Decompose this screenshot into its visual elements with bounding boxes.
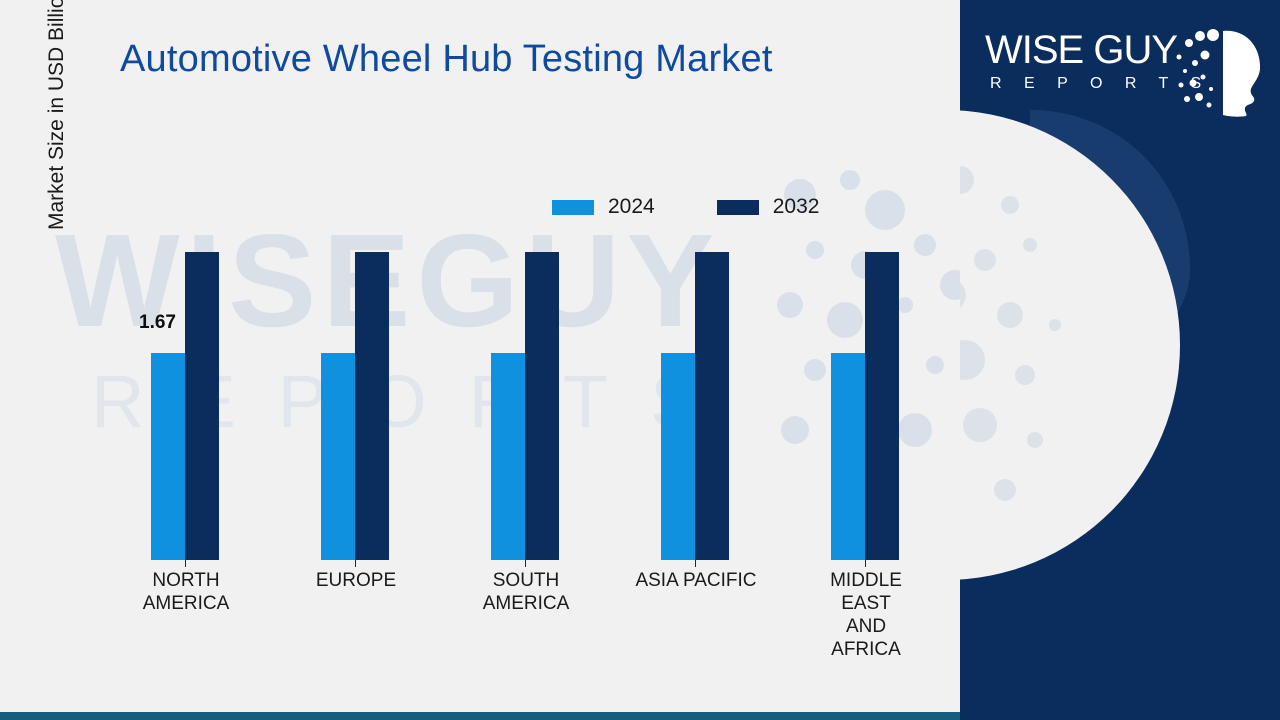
category-label-south-america: SOUTH AMERICA	[482, 570, 570, 614]
brand-logo: WISE GUY R E P O R T S	[985, 28, 1265, 117]
bars-north-america	[151, 240, 221, 567]
y-axis-label: Market Size in USD Billion	[45, 0, 68, 230]
legend-item-2024[interactable]: 2024	[552, 195, 655, 219]
bar-europe-2024[interactable]	[321, 353, 355, 560]
bar-north-america-2032[interactable]	[185, 252, 219, 560]
axis-tick	[525, 560, 526, 567]
logo-wordmark: WISE GUY	[985, 28, 1178, 72]
bar-group-europe: EUROPE	[316, 240, 396, 591]
legend-swatch-2024	[552, 199, 594, 215]
category-label-asia-pacific: ASIA PACIFIC	[635, 570, 757, 591]
bar-south-america-2032[interactable]	[525, 252, 559, 560]
bottom-accent-strip	[0, 712, 960, 720]
bar-group-asia-pacific: ASIA PACIFIC	[635, 240, 757, 591]
bar-europe-2032[interactable]	[355, 252, 389, 560]
chart-title: Automotive Wheel Hub Testing Market	[120, 38, 773, 80]
legend-item-2032[interactable]: 2032	[716, 195, 820, 219]
legend-label-2024: 2024	[608, 195, 655, 218]
bar-middle-east-and-africa-2032[interactable]	[865, 252, 899, 560]
bar-group-south-america: SOUTH AMERICA	[483, 240, 569, 614]
legend-label-2032: 2032	[772, 195, 820, 218]
logo-head-dots-icon	[1176, 29, 1261, 117]
bar-north-america-2024[interactable]	[151, 353, 185, 560]
axis-tick	[355, 560, 356, 567]
category-label-europe: EUROPE	[315, 570, 397, 591]
axis-tick	[185, 560, 186, 567]
bars-europe	[321, 240, 391, 567]
logo-subtitle: R E P O R T S	[990, 75, 1211, 92]
bars-middle-east-and-africa	[831, 240, 901, 567]
category-label-middle-east-and-africa: MIDDLE EAST AND AFRICA	[830, 570, 902, 660]
bars-south-america	[491, 240, 561, 567]
brand-panel	[960, 0, 1280, 720]
value-label-north-america-2024: 1.67	[139, 312, 176, 333]
category-label-north-america: NORTH AMERICA	[142, 570, 230, 614]
bar-group-middle-east-and-africa: MIDDLE EAST AND AFRICA	[830, 240, 902, 660]
bar-asia-pacific-2032[interactable]	[695, 252, 729, 560]
bar-south-america-2024[interactable]	[491, 353, 525, 560]
bar-asia-pacific-2024[interactable]	[661, 353, 695, 560]
bar-group-north-america: 1.67 NORTH AMERICA	[139, 240, 229, 614]
chart-legend: 2024 2032	[552, 195, 820, 219]
bars-asia-pacific	[661, 240, 731, 567]
axis-tick	[695, 560, 696, 567]
legend-swatch-2032	[716, 199, 759, 215]
arc-dots-icon	[960, 166, 1061, 501]
bar-middle-east-and-africa-2024[interactable]	[831, 353, 865, 560]
plot-area: Market Size in USD Billion 2024 2032 1.6…	[45, 0, 902, 660]
axis-tick	[865, 560, 866, 567]
legend-spacer	[655, 207, 717, 208]
